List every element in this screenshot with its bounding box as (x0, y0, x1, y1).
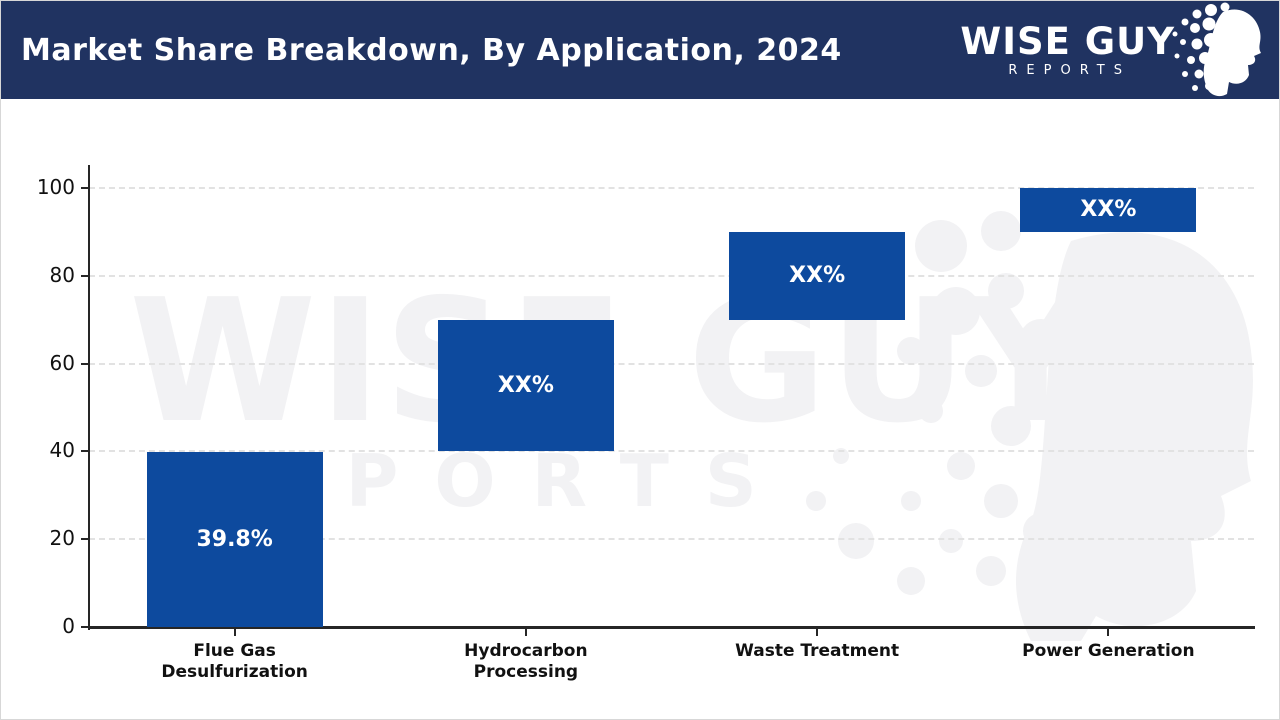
gridline-100 (89, 187, 1254, 189)
bar-flue-gas-desulfurization: 39.8% (146, 452, 323, 627)
y-tick-label-100: 100 (36, 175, 75, 199)
x-tick-1 (524, 629, 527, 636)
y-tick-20 (81, 538, 89, 541)
brand-logo: WISE GUY REPORTS (960, 2, 1267, 98)
x-tick-3 (1107, 629, 1110, 636)
gridline-60 (89, 362, 1254, 365)
gridline-40 (89, 450, 1254, 453)
y-tick-label-60: 60 (49, 350, 75, 375)
y-tick-40 (81, 450, 89, 453)
y-tick-100 (81, 187, 89, 189)
wiseguy-dotted-head-icon (1172, 2, 1261, 97)
x-axis-line (88, 626, 1255, 629)
x-tick-0 (233, 629, 236, 636)
y-tick-80 (81, 274, 89, 277)
x-tick-2 (816, 629, 819, 636)
x-category-label: Waste Treatment (735, 641, 900, 661)
y-tick-0 (81, 626, 89, 628)
gridline-80 (89, 274, 1254, 277)
y-tick-label-40: 40 (49, 438, 75, 463)
y-tick-label-0: 0 (62, 614, 75, 638)
bar-value-label: 39.8% (196, 527, 273, 553)
bar-power-generation: XX% (1020, 188, 1197, 232)
x-category-label: Flue Gas Desulfurization (161, 641, 308, 682)
bar-value-label: XX% (1080, 197, 1137, 223)
brand-subname: REPORTS (1008, 62, 1131, 78)
brand-name: WISE GUY (960, 19, 1175, 63)
bar-value-label: XX% (789, 263, 846, 289)
brand-logo-text: WISE GUY REPORTS (960, 19, 1175, 78)
y-axis-line (88, 165, 90, 630)
y-tick-label-20: 20 (49, 526, 75, 551)
header: Market Share Breakdown, By Application, … (1, 1, 1279, 99)
page-title: Market Share Breakdown, By Application, … (21, 32, 842, 68)
x-category-label: Power Generation (1022, 641, 1195, 661)
bar-hydrocarbon-processing: XX% (437, 319, 614, 452)
y-tick-60 (81, 362, 89, 365)
bar-waste-treatment: XX% (729, 231, 906, 320)
x-category-label: Hydrocarbon Processing (464, 641, 588, 682)
gridline-20 (89, 538, 1254, 541)
bar-value-label: XX% (497, 373, 554, 399)
y-tick-label-80: 80 (49, 262, 75, 287)
